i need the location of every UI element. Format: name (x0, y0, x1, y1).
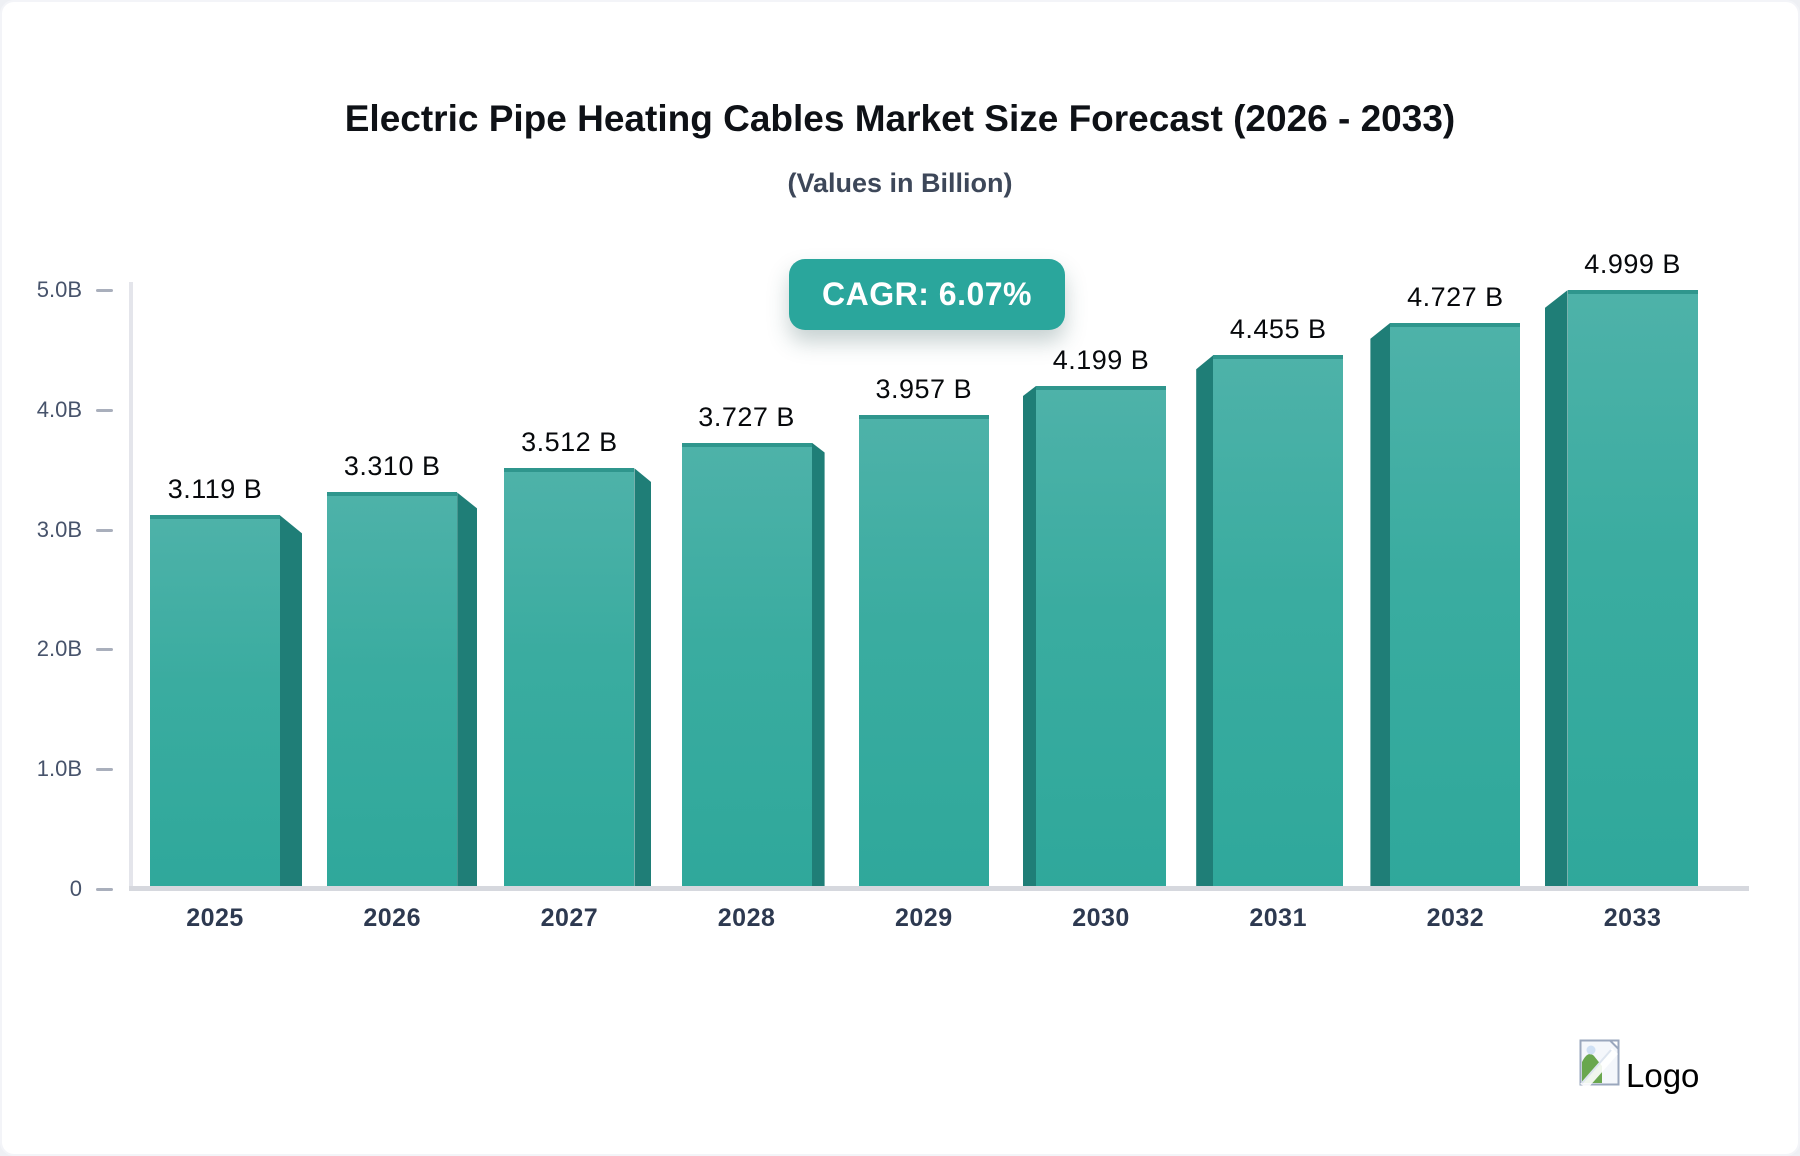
bar-2025 (150, 515, 280, 888)
logo: Logo (1578, 1038, 1700, 1094)
y-tick-label: 5.0B (36, 277, 82, 302)
y-tick-dash (96, 648, 113, 652)
bar-top-edge (504, 468, 635, 473)
bar-value-label: 3.512 B (521, 427, 618, 458)
x-tick-label: 2029 (894, 904, 953, 932)
y-tick-dash (96, 888, 113, 891)
x-tick-label: 2032 (1426, 904, 1485, 932)
bar-value-label: 3.957 B (875, 373, 973, 404)
bar-2026 (327, 492, 458, 888)
bar-2032 (1390, 322, 1521, 888)
y-tick-label: 2.0B (36, 636, 82, 662)
chart-title: Electric Pipe Heating Cables Market Size… (344, 98, 1456, 139)
bar-value-label: 3.119 B (167, 474, 263, 505)
y-tick-dash (96, 408, 113, 412)
y-tick-label: 1.0B (36, 756, 82, 782)
bar-side-face (1544, 290, 1568, 888)
bar-2033 (1567, 290, 1698, 888)
bar-side-face (457, 492, 478, 888)
bar-top-edge (681, 442, 812, 447)
cagr-badge: CAGR: 6.07% (789, 259, 1065, 330)
x-tick-label: 2026 (363, 904, 421, 932)
y-tick-dash (96, 289, 113, 292)
bar-side-face (634, 468, 652, 888)
x-tick-label: 2028 (717, 904, 776, 932)
bar-side-face (1023, 385, 1036, 888)
bar-top-edge (1036, 385, 1166, 390)
bar-2028 (681, 442, 812, 888)
logo-text: Logo (1626, 1057, 1700, 1094)
bar-value-label: 4.999 B (1584, 249, 1681, 280)
bar-2029 (858, 414, 989, 888)
bar-2030 (1036, 385, 1166, 888)
bar-top-edge (1213, 355, 1344, 360)
x-tick-label: 2033 (1603, 904, 1662, 932)
bar-2027 (504, 468, 635, 888)
bar-side-face (811, 442, 825, 888)
y-tick-label: 0 (69, 876, 82, 901)
bar-side-face (1196, 355, 1214, 888)
y-tick-dash (96, 768, 113, 772)
bar-value-label: 4.199 B (1052, 344, 1150, 375)
cagr-badge-label: CAGR: 6.07% (822, 276, 1032, 312)
bar-value-label: 3.727 B (698, 401, 795, 432)
bar-value-label: 3.310 B (343, 451, 441, 482)
y-tick-label: 3.0B (36, 516, 82, 542)
x-tick-label: 2027 (540, 904, 599, 932)
chart-subtitle: (Values in Billion) (787, 168, 1013, 198)
x-axis-baseline (129, 886, 1749, 891)
y-axis-line (129, 282, 133, 891)
bar-2031 (1213, 355, 1344, 888)
y-tick-dash (96, 528, 113, 532)
bar-value-label: 4.455 B (1229, 314, 1327, 345)
x-tick-label: 2030 (1072, 904, 1130, 932)
bar-top-edge (327, 492, 458, 497)
bar-side-face (280, 515, 302, 888)
bar-top-edge (858, 414, 989, 419)
bar-top-edge (1567, 290, 1698, 295)
bar-top-edge (1390, 322, 1521, 327)
bar-top-edge (150, 515, 280, 520)
broken-image-icon (1579, 1039, 1620, 1088)
bar-side-face (1370, 322, 1391, 888)
y-tick-label: 4.0B (36, 396, 82, 422)
x-tick-label: 2025 (186, 904, 244, 932)
bar-value-label: 4.727 B (1407, 281, 1504, 312)
x-tick-label: 2031 (1249, 904, 1307, 932)
